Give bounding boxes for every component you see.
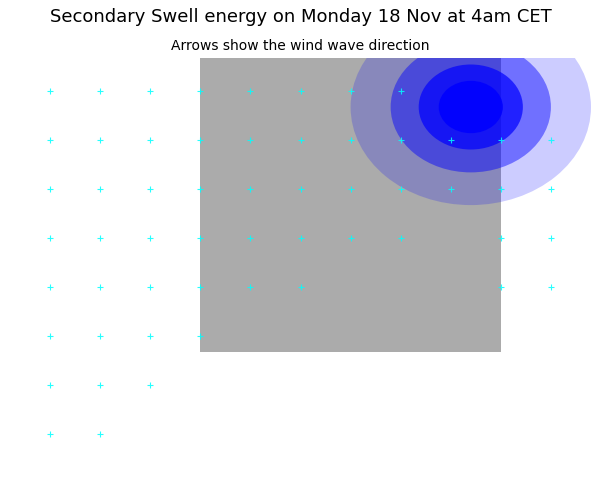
- Ellipse shape: [350, 9, 591, 205]
- Text: Secondary Swell energy on Monday 18 Nov at 4am CET: Secondary Swell energy on Monday 18 Nov …: [50, 8, 551, 27]
- Text: Arrows show the wind wave direction: Arrows show the wind wave direction: [171, 40, 430, 53]
- Ellipse shape: [439, 81, 503, 133]
- Bar: [200, 58, 501, 352]
- Ellipse shape: [419, 65, 523, 150]
- Ellipse shape: [391, 42, 551, 172]
